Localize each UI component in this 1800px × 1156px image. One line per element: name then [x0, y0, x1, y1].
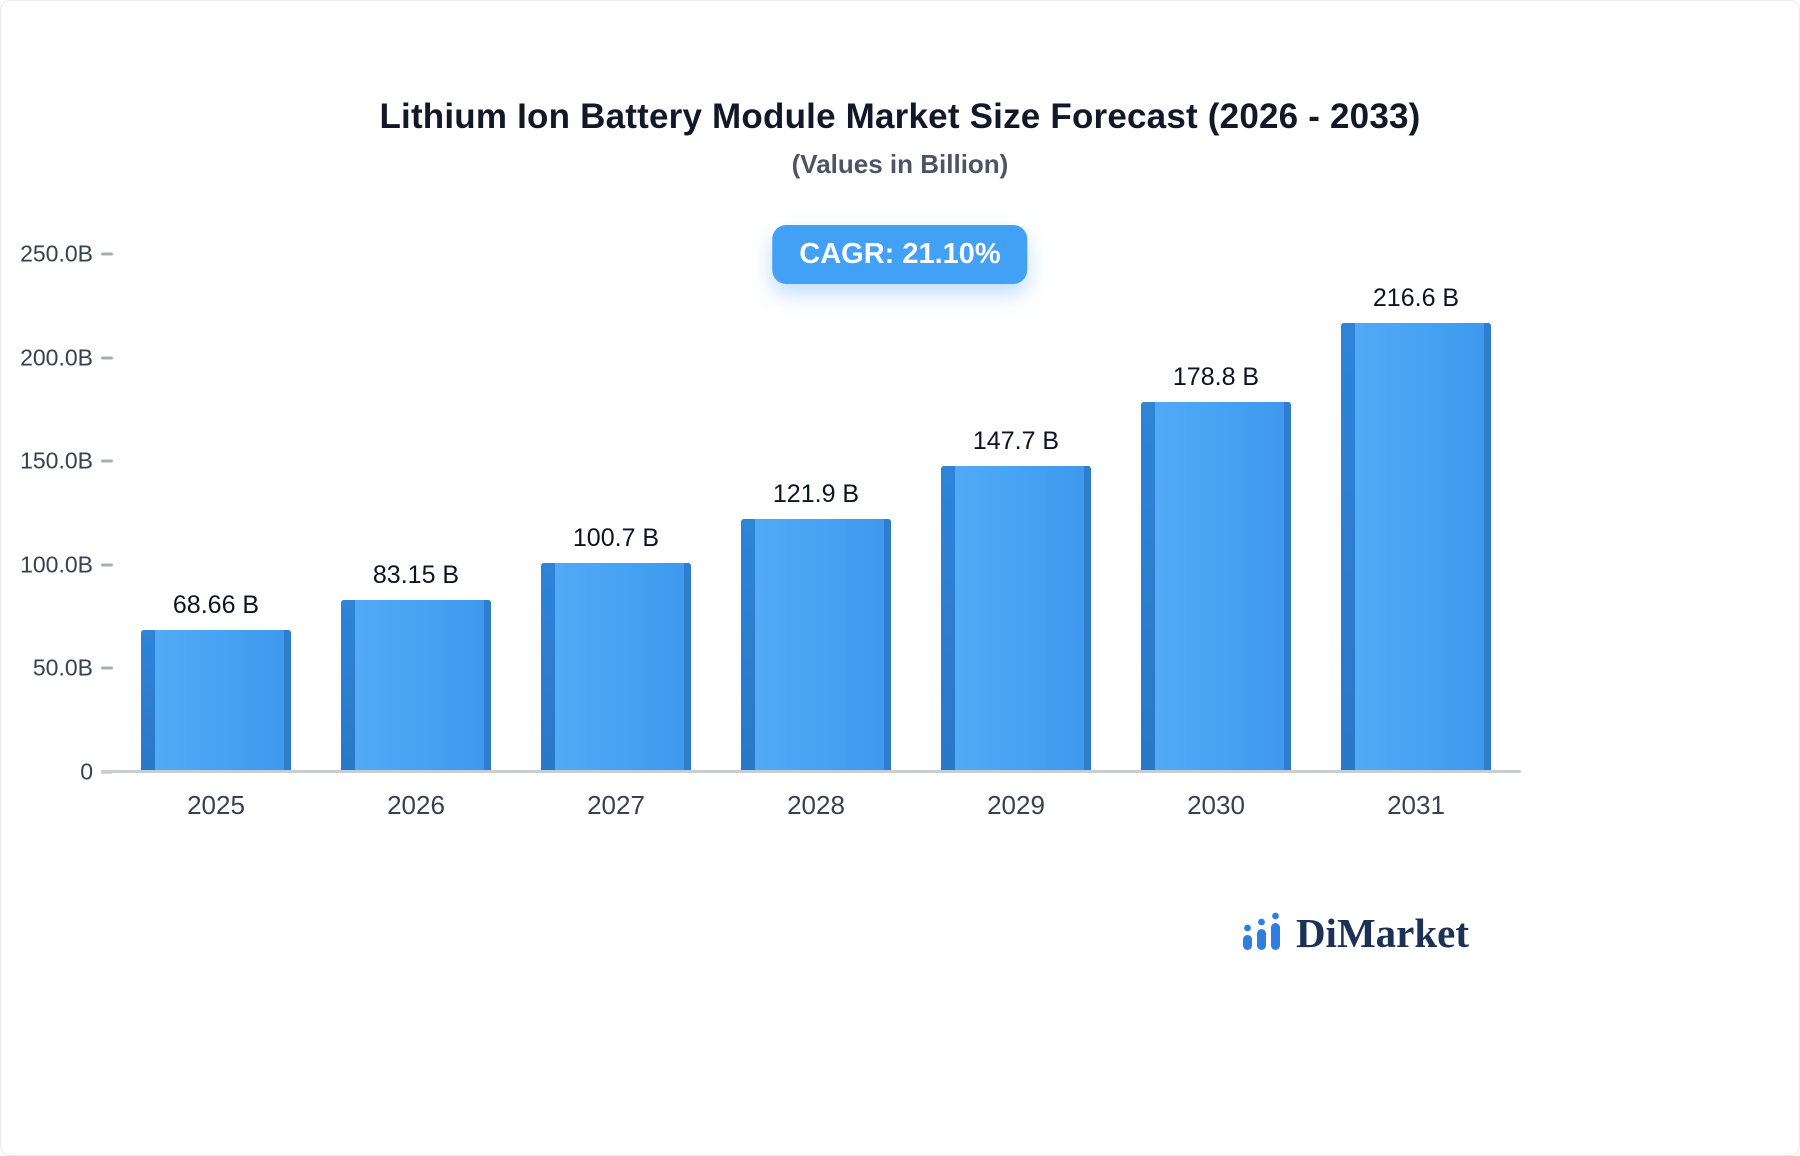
bar-right-shade — [884, 519, 891, 772]
bar-slot-2027: 100.7 B — [516, 254, 716, 772]
y-tick: 250.0B — [20, 241, 113, 268]
y-tick-mark — [101, 356, 113, 360]
bar-right-shade — [1284, 401, 1291, 772]
bar-left-shade — [541, 563, 555, 772]
y-axis: 250.0B 200.0B 150.0B 100.0B 50.0B 0 — [1, 241, 113, 785]
y-tick: 200.0B — [20, 344, 113, 371]
bar-2025 — [141, 629, 291, 772]
bar-value-label: 121.9 B — [772, 480, 860, 509]
bar-right-shade — [284, 629, 291, 772]
bar-2027 — [541, 563, 691, 772]
x-axis-label-2025: 2025 — [187, 790, 245, 820]
y-tick-label: 250.0B — [20, 240, 93, 267]
bar-2029 — [941, 466, 1091, 772]
brand-logo: DiMarket — [1239, 907, 1469, 954]
bar-value-label: 178.8 B — [1172, 362, 1260, 391]
bar-slot-2030: 178.8 B — [1116, 254, 1316, 772]
x-axis-label-2026: 2026 — [387, 790, 445, 820]
bar-right-shade — [1484, 323, 1491, 772]
x-axis-line — [101, 770, 1521, 773]
bar-left-shade — [1341, 323, 1355, 772]
y-tick: 50.0B — [33, 655, 113, 682]
bar-value-label: 68.66 B — [172, 590, 260, 619]
bar-value-label: 100.7 B — [572, 524, 660, 553]
bar-2026 — [341, 599, 491, 772]
bar-right-shade — [484, 599, 491, 772]
chart-title: Lithium Ion Battery Module Market Size F… — [379, 97, 1421, 136]
bar-value-label: 83.15 B — [372, 560, 460, 589]
bar-value-label: 147.7 B — [972, 427, 1060, 455]
bar-2031 — [1341, 323, 1491, 772]
y-tick-label: 200.0B — [20, 344, 93, 371]
bar-left-shade — [941, 466, 955, 772]
bar-2028 — [741, 519, 891, 772]
y-tick-mark — [101, 666, 113, 670]
y-tick-mark — [101, 563, 113, 567]
y-tick-mark — [101, 459, 113, 463]
bar-right-shade — [1084, 466, 1091, 772]
bar-slot-2031: 216.6 B — [1316, 254, 1516, 772]
bars-container: 68.66 B 83.15 B 100.7 B 121.9 B 147.7 B 178.8… — [116, 254, 1516, 772]
x-axis-label-2028: 2028 — [787, 790, 845, 820]
x-axis-label-2027: 2027 — [587, 790, 645, 820]
bar-slot-2025: 68.66 B — [116, 254, 316, 772]
plot-area: 68.66 B 83.15 B 100.7 B 121.9 B 147.7 B 178.8… — [116, 254, 1516, 772]
x-axis-label-2030: 2030 — [1187, 790, 1245, 820]
bar-slot-2028: 121.9 B — [716, 254, 916, 772]
y-tick: 150.0B — [20, 448, 113, 475]
y-tick-mark — [101, 252, 113, 256]
bar-left-shade — [141, 629, 155, 772]
bar-value-label: 216.6 B — [1372, 284, 1460, 313]
chart-subtitle: (Values in Billion) — [791, 149, 1009, 179]
y-tick-label: 150.0B — [20, 447, 93, 474]
bar-2030 — [1141, 401, 1291, 772]
x-axis-label-2029: 2029 — [987, 790, 1045, 820]
dimarket-logo-icon — [1242, 912, 1280, 950]
bar-right-shade — [684, 563, 691, 772]
bar-slot-2026: 83.15 B — [316, 254, 516, 772]
cagr-badge: CAGR: 21.10% — [772, 225, 1028, 284]
x-axis-labels: 2025 2026 2027 2028 2029 2030 2031 — [116, 790, 1516, 821]
y-tick-label: 50.0B — [32, 654, 93, 681]
bar-left-shade — [1141, 401, 1155, 772]
brand-name: DiMarket — [1295, 910, 1469, 956]
y-tick-label: 100.0B — [20, 551, 93, 578]
y-tick-label: 0 — [80, 758, 93, 785]
bar-left-shade — [741, 519, 755, 772]
bar-left-shade — [341, 599, 355, 772]
y-tick: 100.0B — [20, 551, 113, 578]
bar-slot-2029: 147.7 B — [916, 254, 1116, 772]
x-axis-label-2031: 2031 — [1387, 790, 1445, 820]
